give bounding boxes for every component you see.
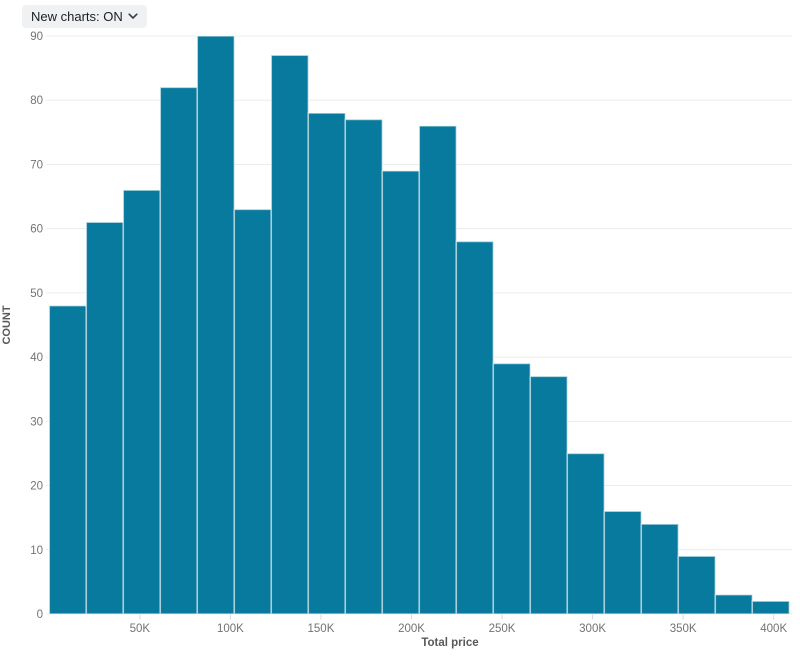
x-tick-label: 250K — [489, 623, 516, 635]
x-tick-label: 200K — [398, 623, 425, 635]
y-tick-label: 80 — [30, 95, 43, 107]
x-tick-label: 400K — [760, 623, 787, 635]
y-tick-label: 40 — [30, 352, 43, 364]
x-tick-label: 150K — [308, 623, 335, 635]
new-charts-toggle[interactable]: New charts: ON — [22, 5, 147, 28]
x-tick-label: 300K — [579, 623, 606, 635]
histogram-bar[interactable] — [714, 593, 754, 615]
histogram-bar[interactable] — [85, 221, 125, 615]
x-tick-label: 100K — [217, 623, 244, 635]
histogram-bar[interactable] — [529, 375, 569, 615]
y-tick-label: 20 — [30, 481, 43, 493]
histogram-bar[interactable] — [418, 125, 458, 615]
histogram-bar[interactable] — [677, 555, 717, 615]
y-tick-label: 30 — [30, 416, 43, 428]
histogram-bar[interactable] — [603, 510, 643, 615]
histogram-bar[interactable] — [233, 208, 273, 615]
y-axis-title: COUNT — [1, 305, 13, 344]
histogram-bar[interactable] — [640, 523, 680, 615]
histogram-bar[interactable] — [566, 452, 606, 615]
y-tick-label: 50 — [30, 288, 43, 300]
x-tick-label: 50K — [130, 623, 151, 635]
histogram-bar[interactable] — [196, 35, 236, 615]
histogram-bar[interactable] — [381, 170, 421, 615]
histogram-bar[interactable] — [751, 600, 791, 615]
histogram-bar[interactable] — [344, 118, 384, 615]
y-tick-label: 10 — [30, 545, 43, 557]
histogram-bar[interactable] — [307, 112, 347, 615]
y-tick-label: 60 — [30, 224, 43, 236]
x-axis-title: Total price — [421, 637, 478, 649]
chevron-down-icon — [128, 13, 138, 19]
new-charts-toggle-label: New charts: ON — [31, 9, 123, 24]
histogram-bar[interactable] — [122, 189, 162, 615]
y-tick-label: 0 — [37, 609, 43, 621]
y-tick-label: 70 — [30, 159, 43, 171]
histogram-bar[interactable] — [492, 362, 532, 615]
y-tick-label: 90 — [30, 31, 43, 43]
x-tick-label: 350K — [670, 623, 697, 635]
histogram-bar[interactable] — [159, 86, 199, 615]
histogram-bar[interactable] — [48, 304, 88, 615]
histogram-bar[interactable] — [270, 54, 310, 615]
histogram-bar[interactable] — [455, 240, 495, 615]
